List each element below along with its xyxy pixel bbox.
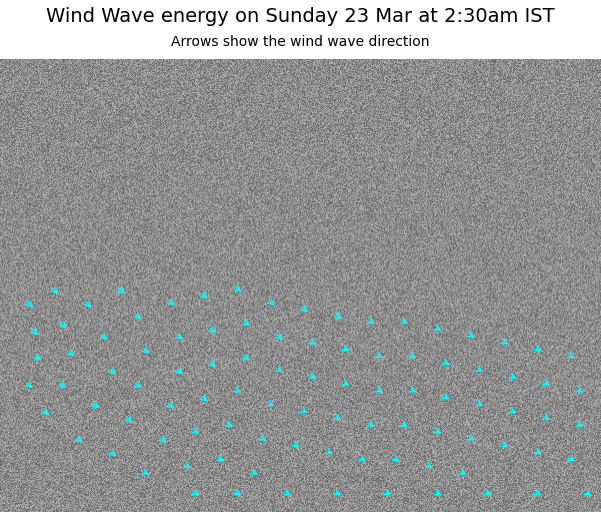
Text: Arrows show the wind wave direction: Arrows show the wind wave direction [171,35,430,49]
Text: Wind Wave energy on Sunday 23 Mar at 2:30am IST: Wind Wave energy on Sunday 23 Mar at 2:3… [46,7,555,26]
